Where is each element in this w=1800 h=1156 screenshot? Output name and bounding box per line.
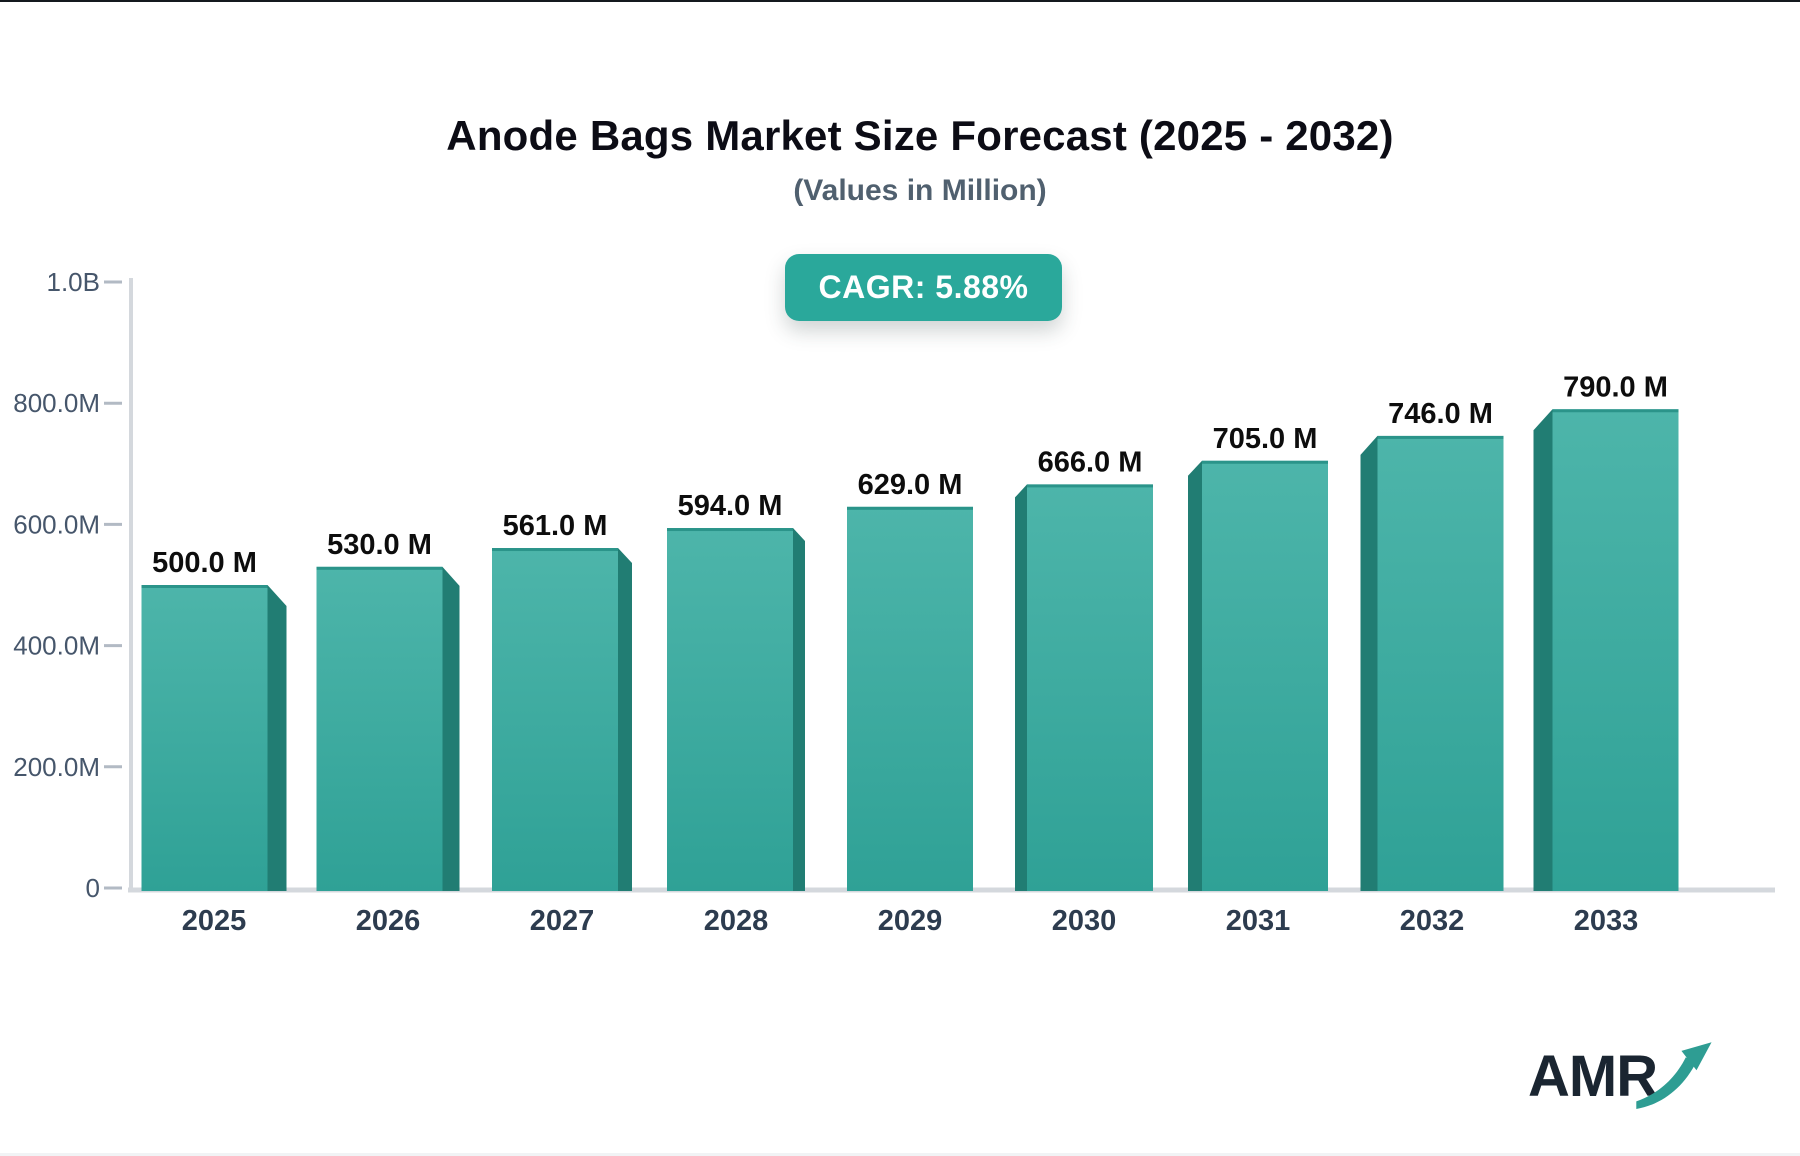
y-axis-label: 800.0M xyxy=(13,388,100,418)
chart-title: Anode Bags Market Size Forecast (2025 - … xyxy=(446,112,1394,159)
bar-top-edge xyxy=(141,585,268,588)
bar-2025: 500.0 M 2025 xyxy=(141,547,287,937)
y-axis-label: 600.0M xyxy=(13,509,100,539)
bar-side-face xyxy=(1533,409,1553,891)
bar-side-face xyxy=(267,585,287,891)
bar-side-face xyxy=(1360,435,1378,891)
bar-top-edge xyxy=(316,566,443,570)
x-axis-label: 2027 xyxy=(530,905,595,937)
bar-top-edge xyxy=(1552,409,1679,413)
bar-top-edge xyxy=(492,548,618,552)
y-axis-label: 0 xyxy=(86,873,100,903)
bar-face xyxy=(1552,409,1679,891)
bar-value-label: 790.0 M xyxy=(1563,371,1668,403)
cagr-badge: CAGR: 5.88% xyxy=(785,254,1062,321)
bar-face xyxy=(1027,484,1153,891)
bar-value-label: 500.0 M xyxy=(152,547,257,579)
x-axis-label: 2025 xyxy=(182,905,247,937)
bar-value-label: 561.0 M xyxy=(503,510,608,542)
x-axis-label: 2030 xyxy=(1052,905,1117,937)
x-axis-label: 2026 xyxy=(356,905,421,937)
bar-face xyxy=(492,548,618,891)
bar-value-label: 746.0 M xyxy=(1388,398,1493,430)
bar-2027: 561.0 M 2027 xyxy=(492,510,632,937)
amr-logo: AMR xyxy=(1528,1042,1728,1132)
bar-face xyxy=(1202,460,1328,891)
x-axis-label: 2029 xyxy=(878,905,943,937)
bar-face xyxy=(141,585,268,891)
x-axis-label: 2032 xyxy=(1400,905,1465,937)
bar-2031: 705.0 M 2031 xyxy=(1188,423,1328,937)
bar-value-label: 530.0 M xyxy=(327,529,432,561)
bar-2026: 530.0 M 2026 xyxy=(316,529,460,937)
x-axis-label: 2028 xyxy=(704,905,769,937)
bar-value-label: 594.0 M xyxy=(678,490,783,522)
bar-2028: 594.0 M 2028 xyxy=(667,490,805,937)
bar-face xyxy=(1377,435,1504,891)
y-axis-label: 400.0M xyxy=(13,631,100,661)
x-axis-label: 2033 xyxy=(1574,905,1639,937)
bar-value-label: 705.0 M xyxy=(1213,423,1318,455)
bar-side-face xyxy=(618,548,632,891)
bar-2029: 629.0 M 2029 xyxy=(847,469,973,937)
bar-2030: 666.0 M 2030 xyxy=(1015,446,1153,937)
bar-top-edge xyxy=(1202,460,1328,464)
bar-top-edge xyxy=(847,506,973,510)
bar-face xyxy=(316,566,443,891)
bar-side-face xyxy=(442,566,460,891)
x-axis-label: 2031 xyxy=(1226,905,1291,937)
chart-subtitle: (Values in Million) xyxy=(793,174,1047,207)
bar-face xyxy=(667,528,793,891)
bar-value-label: 629.0 M xyxy=(858,469,963,501)
bar-side-face xyxy=(793,528,805,891)
growth-arrow-icon xyxy=(1636,1042,1712,1109)
y-axis-label: 200.0M xyxy=(13,752,100,782)
amr-logo-text: AMR xyxy=(1528,1044,1658,1109)
bar-face xyxy=(847,506,973,891)
bar-value-label: 666.0 M xyxy=(1038,446,1143,478)
y-axis-label: 1.0B xyxy=(47,267,101,297)
bar-side-face xyxy=(1188,460,1202,891)
bar-2033: 790.0 M 2033 xyxy=(1533,371,1679,937)
bar-top-edge xyxy=(667,528,793,532)
bar-top-edge xyxy=(1377,435,1504,439)
bar-2032: 746.0 M 2032 xyxy=(1360,398,1504,937)
bar-top-edge xyxy=(1027,484,1153,488)
bar-side-face xyxy=(1015,484,1027,891)
cagr-badge-label: CAGR: 5.88% xyxy=(818,269,1029,305)
